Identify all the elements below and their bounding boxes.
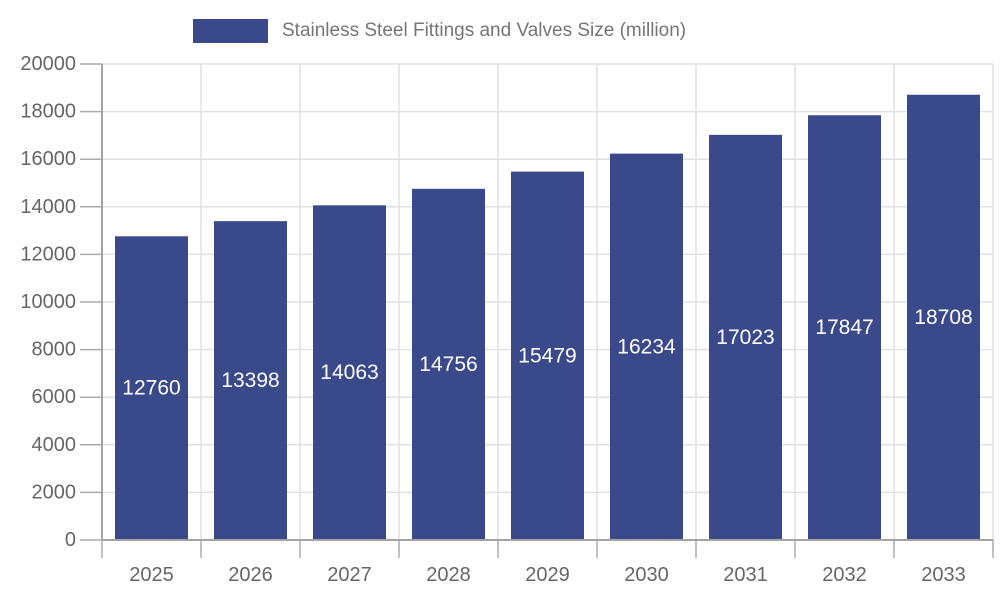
bar[interactable]: [313, 205, 386, 540]
y-tick-label: 6000: [32, 386, 77, 408]
x-tick-label: 2032: [822, 564, 867, 586]
y-tick-label: 8000: [32, 339, 77, 361]
bar[interactable]: [412, 188, 485, 541]
x-tick-label: 2025: [129, 564, 174, 586]
bar-value-label: 15479: [518, 344, 576, 367]
bar-value-label: 14756: [419, 353, 477, 376]
y-tick-label: 0: [65, 529, 76, 551]
bar-value-label: 13398: [221, 369, 279, 392]
y-tick-label: 16000: [20, 148, 76, 170]
y-tick-label: 20000: [20, 53, 76, 75]
legend-label: Stainless Steel Fittings and Valves Size…: [282, 20, 687, 41]
bar-value-label: 17847: [815, 316, 873, 339]
y-tick-label: 2000: [32, 481, 77, 503]
y-tick-label: 4000: [32, 434, 77, 456]
x-tick-label: 2029: [525, 564, 570, 586]
bar[interactable]: [511, 171, 584, 540]
x-tick-label: 2031: [723, 564, 768, 586]
bar-value-label: 17023: [716, 326, 774, 349]
legend-item[interactable]: Stainless Steel Fittings and Valves Size…: [193, 19, 686, 43]
x-tick-label: 2033: [921, 564, 966, 586]
bar[interactable]: [907, 94, 980, 540]
y-tick-label: 10000: [20, 291, 76, 313]
x-tick-label: 2030: [624, 564, 669, 586]
bar[interactable]: [610, 153, 683, 540]
x-tick-label: 2028: [426, 564, 471, 586]
y-tick-label: 18000: [20, 101, 76, 123]
x-tick-label: 2027: [327, 564, 372, 586]
bar[interactable]: [115, 236, 188, 540]
legend-swatch: [193, 19, 268, 43]
x-tick-label: 2026: [228, 564, 273, 586]
y-tick-label: 12000: [20, 243, 76, 265]
bar-value-label: 18708: [914, 306, 972, 329]
bar-value-label: 16234: [617, 335, 676, 358]
bar[interactable]: [808, 115, 881, 541]
bar-value-label: 14063: [320, 361, 378, 384]
y-tick-label: 14000: [20, 196, 76, 218]
bar[interactable]: [214, 221, 287, 540]
bar-value-label: 12760: [122, 377, 180, 400]
bar[interactable]: [709, 134, 782, 540]
